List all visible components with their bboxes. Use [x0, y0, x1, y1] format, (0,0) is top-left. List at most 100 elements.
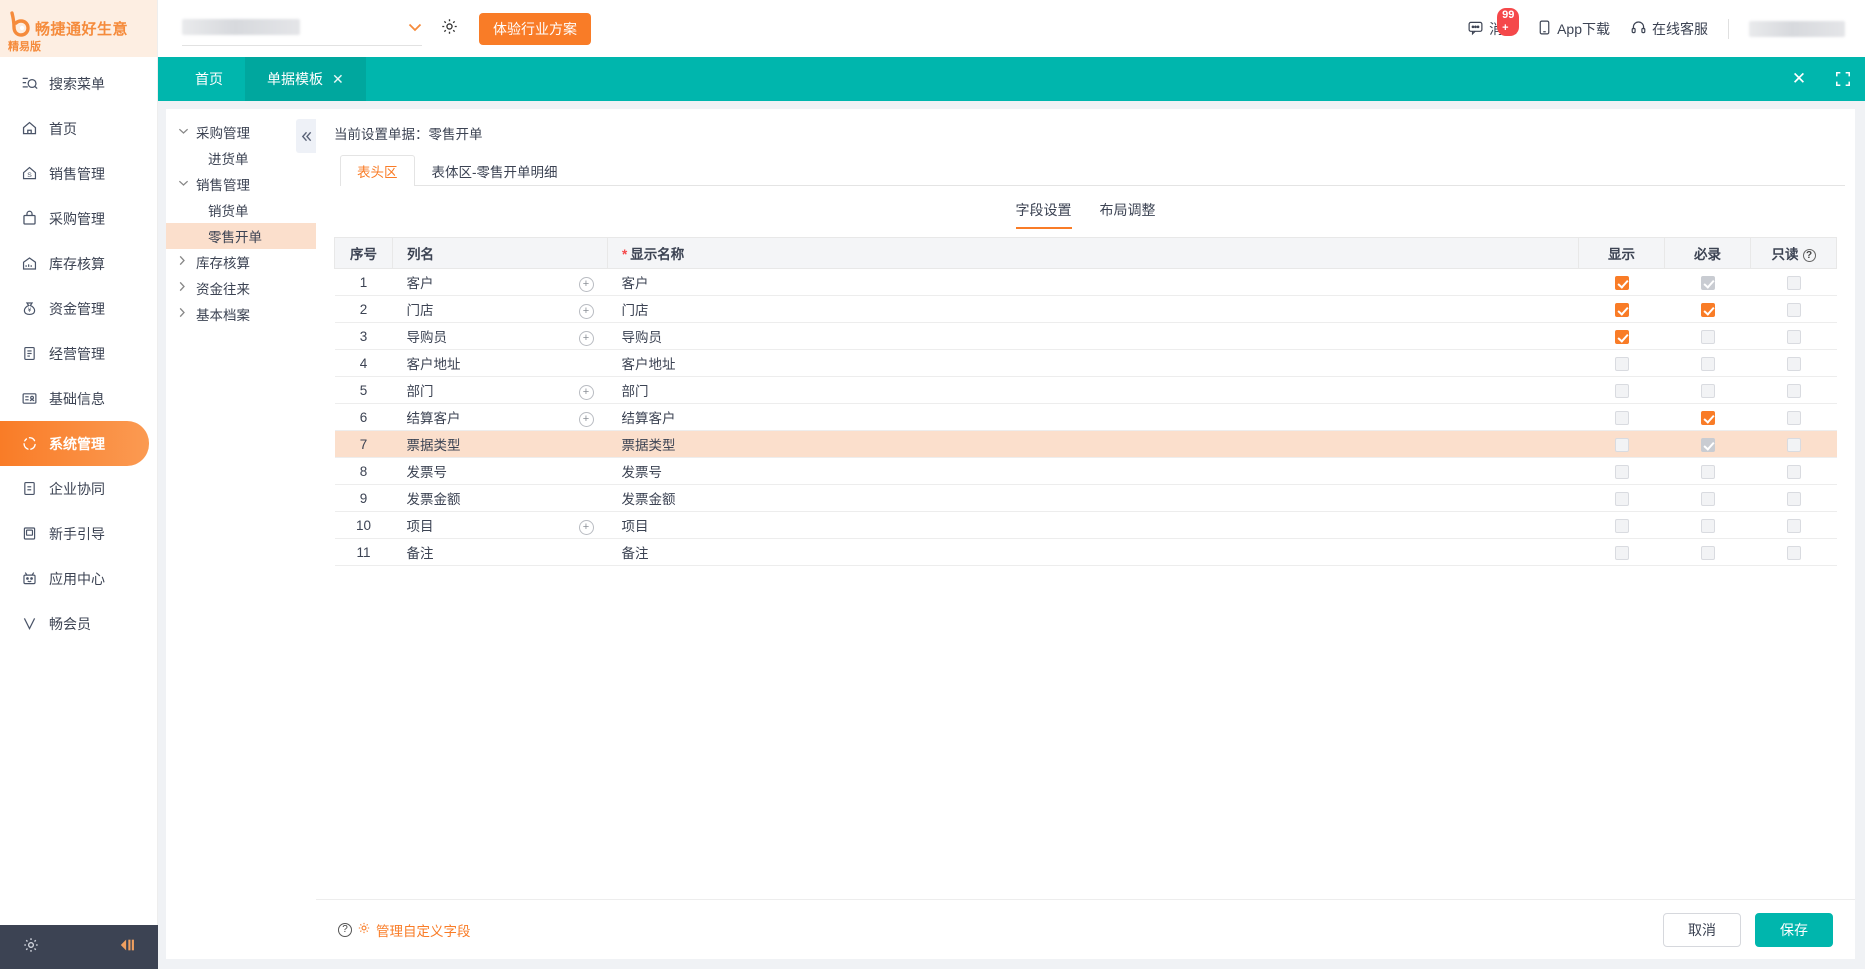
table-row[interactable]: 7 票据类型 票据类型	[334, 430, 1837, 458]
cell-readonly[interactable]	[1750, 511, 1837, 539]
required-checkbox[interactable]	[1700, 302, 1715, 317]
manage-custom-fields-link[interactable]: ? 管理自定义字段	[338, 920, 471, 940]
gear-icon[interactable]	[440, 17, 459, 40]
required-checkbox[interactable]	[1700, 329, 1715, 344]
help-icon[interactable]: ?	[1802, 248, 1816, 262]
cell-show[interactable]	[1578, 457, 1665, 485]
readonly-checkbox[interactable]	[1786, 491, 1801, 506]
required-checkbox[interactable]	[1700, 437, 1715, 452]
tree-node-inventory[interactable]: 库存核算	[166, 249, 316, 275]
cell-display-name[interactable]: 备注	[607, 538, 1579, 566]
cell-show[interactable]	[1578, 322, 1665, 350]
close-icon[interactable]: ✕	[1791, 69, 1807, 88]
add-icon[interactable]: +	[578, 520, 594, 535]
readonly-checkbox[interactable]	[1786, 383, 1801, 398]
tree-node-purchase[interactable]: 采购管理	[166, 119, 316, 145]
cell-required[interactable]	[1664, 511, 1751, 539]
sidebar-item-operation[interactable]: 经营管理	[0, 331, 157, 376]
gear-icon[interactable]	[22, 936, 40, 959]
tree-node-fund[interactable]: 资金往来	[166, 275, 316, 301]
sub-tab-body-area[interactable]: 表体区-零售开单明细	[415, 155, 575, 186]
show-checkbox[interactable]	[1614, 383, 1629, 398]
cell-required[interactable]	[1664, 295, 1751, 323]
cell-display-name[interactable]: 项目	[607, 511, 1579, 539]
sidebar-item-fund[interactable]: ¥ 资金管理	[0, 286, 157, 331]
cell-show[interactable]	[1578, 349, 1665, 377]
required-checkbox[interactable]	[1700, 275, 1715, 290]
cell-readonly[interactable]	[1750, 538, 1837, 566]
cell-required[interactable]	[1664, 538, 1751, 566]
tree-node-sales[interactable]: 销售管理	[166, 171, 316, 197]
cell-display-name[interactable]: 结算客户	[607, 403, 1579, 431]
cell-required[interactable]	[1664, 430, 1751, 458]
sidebar-item-collaborate[interactable]: 企业协同	[0, 466, 157, 511]
cell-readonly[interactable]	[1750, 457, 1837, 485]
cell-required[interactable]	[1664, 268, 1751, 296]
show-checkbox[interactable]	[1614, 437, 1629, 452]
cell-show[interactable]	[1578, 538, 1665, 566]
sidebar-item-basic-info[interactable]: 基础信息	[0, 376, 157, 421]
required-checkbox[interactable]	[1700, 464, 1715, 479]
cell-readonly[interactable]	[1750, 295, 1837, 323]
table-row[interactable]: 5 部门 + 部门	[334, 376, 1837, 404]
tree-node-sales-order[interactable]: 销货单	[166, 197, 316, 223]
table-row[interactable]: 8 发票号 发票号	[334, 457, 1837, 485]
sub-tab-header-area[interactable]: 表头区	[340, 155, 415, 186]
sidebar-item-home[interactable]: 首页	[0, 106, 157, 151]
cell-display-name[interactable]: 导购员	[607, 322, 1579, 350]
cell-readonly[interactable]	[1750, 376, 1837, 404]
add-icon[interactable]: +	[578, 277, 594, 292]
close-icon[interactable]: ✕	[332, 70, 344, 87]
required-checkbox[interactable]	[1700, 545, 1715, 560]
cell-show[interactable]	[1578, 403, 1665, 431]
tree-node-basic-archive[interactable]: 基本档案	[166, 301, 316, 327]
company-selector[interactable]	[182, 12, 422, 46]
table-row[interactable]: 6 结算客户 + 结算客户	[334, 403, 1837, 431]
cell-display-name[interactable]: 票据类型	[607, 430, 1579, 458]
online-service-link[interactable]: 在线客服	[1630, 19, 1708, 39]
mode-tab-layout-adjust[interactable]: 布局调整	[1100, 200, 1156, 229]
cell-display-name[interactable]: 发票金额	[607, 484, 1579, 512]
readonly-checkbox[interactable]	[1786, 464, 1801, 479]
add-icon[interactable]: +	[578, 331, 594, 346]
sidebar-item-search[interactable]: 搜索菜单	[0, 61, 157, 106]
cell-required[interactable]	[1664, 484, 1751, 512]
collapse-icon[interactable]	[118, 937, 136, 958]
show-checkbox[interactable]	[1614, 464, 1629, 479]
add-icon[interactable]: +	[578, 412, 594, 427]
cell-required[interactable]	[1664, 457, 1751, 485]
cell-display-name[interactable]: 客户地址	[607, 349, 1579, 377]
table-row[interactable]: 2 门店 + 门店	[334, 295, 1837, 323]
sidebar-item-system[interactable]: 系统管理	[0, 421, 149, 466]
tree-node-purchase-order[interactable]: 进货单	[166, 145, 316, 171]
readonly-checkbox[interactable]	[1786, 302, 1801, 317]
cell-show[interactable]	[1578, 511, 1665, 539]
cell-readonly[interactable]	[1750, 268, 1837, 296]
fullscreen-icon[interactable]	[1821, 57, 1865, 101]
required-checkbox[interactable]	[1700, 410, 1715, 425]
cell-show[interactable]	[1578, 268, 1665, 296]
show-checkbox[interactable]	[1614, 302, 1629, 317]
add-icon[interactable]: +	[578, 304, 594, 319]
cancel-button[interactable]: 取消	[1663, 912, 1741, 947]
sidebar-item-appcenter[interactable]: 应用中心	[0, 556, 157, 601]
cell-display-name[interactable]: 发票号	[607, 457, 1579, 485]
required-checkbox[interactable]	[1700, 491, 1715, 506]
cell-readonly[interactable]	[1750, 349, 1837, 377]
show-checkbox[interactable]	[1614, 329, 1629, 344]
show-checkbox[interactable]	[1614, 410, 1629, 425]
cell-required[interactable]	[1664, 322, 1751, 350]
cell-required[interactable]	[1664, 349, 1751, 377]
required-checkbox[interactable]	[1700, 356, 1715, 371]
add-icon[interactable]: +	[578, 385, 594, 400]
readonly-checkbox[interactable]	[1786, 356, 1801, 371]
sidebar-item-inventory[interactable]: 库存核算	[0, 241, 157, 286]
sidebar-item-purchase[interactable]: 采购管理	[0, 196, 157, 241]
tree-node-retail-billing[interactable]: 零售开单	[166, 223, 316, 249]
message-link[interactable]: 消息 99 +	[1467, 7, 1520, 39]
readonly-checkbox[interactable]	[1786, 275, 1801, 290]
experience-industry-plan-button[interactable]: 体验行业方案	[479, 12, 591, 45]
cell-display-name[interactable]: 门店	[607, 295, 1579, 323]
sidebar-item-vip[interactable]: 畅会员	[0, 601, 157, 646]
table-row[interactable]: 4 客户地址 客户地址	[334, 349, 1837, 377]
